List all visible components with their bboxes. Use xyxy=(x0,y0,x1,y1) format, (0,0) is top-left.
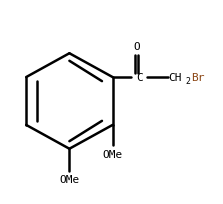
Text: OMe: OMe xyxy=(59,174,80,184)
Text: C: C xyxy=(136,73,142,83)
Text: Br: Br xyxy=(191,73,204,83)
Text: 2: 2 xyxy=(186,76,191,85)
Text: OMe: OMe xyxy=(103,150,123,160)
Text: CH: CH xyxy=(168,73,182,83)
Text: O: O xyxy=(133,41,140,51)
